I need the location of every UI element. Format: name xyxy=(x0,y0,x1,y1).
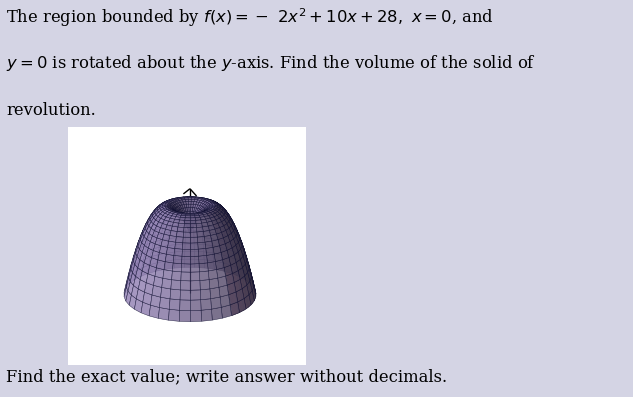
Text: The region bounded by $f(x) =  -\ 2x^2 + 10x + 28,\ x = 0$, and: The region bounded by $f(x) = -\ 2x^2 + … xyxy=(6,6,494,29)
Text: $y = 0$ is rotated about the $y$-axis. Find the volume of the solid of: $y = 0$ is rotated about the $y$-axis. F… xyxy=(6,53,536,73)
Text: Find the exact value; write answer without decimals.: Find the exact value; write answer witho… xyxy=(6,369,448,385)
Text: revolution.: revolution. xyxy=(6,102,96,119)
